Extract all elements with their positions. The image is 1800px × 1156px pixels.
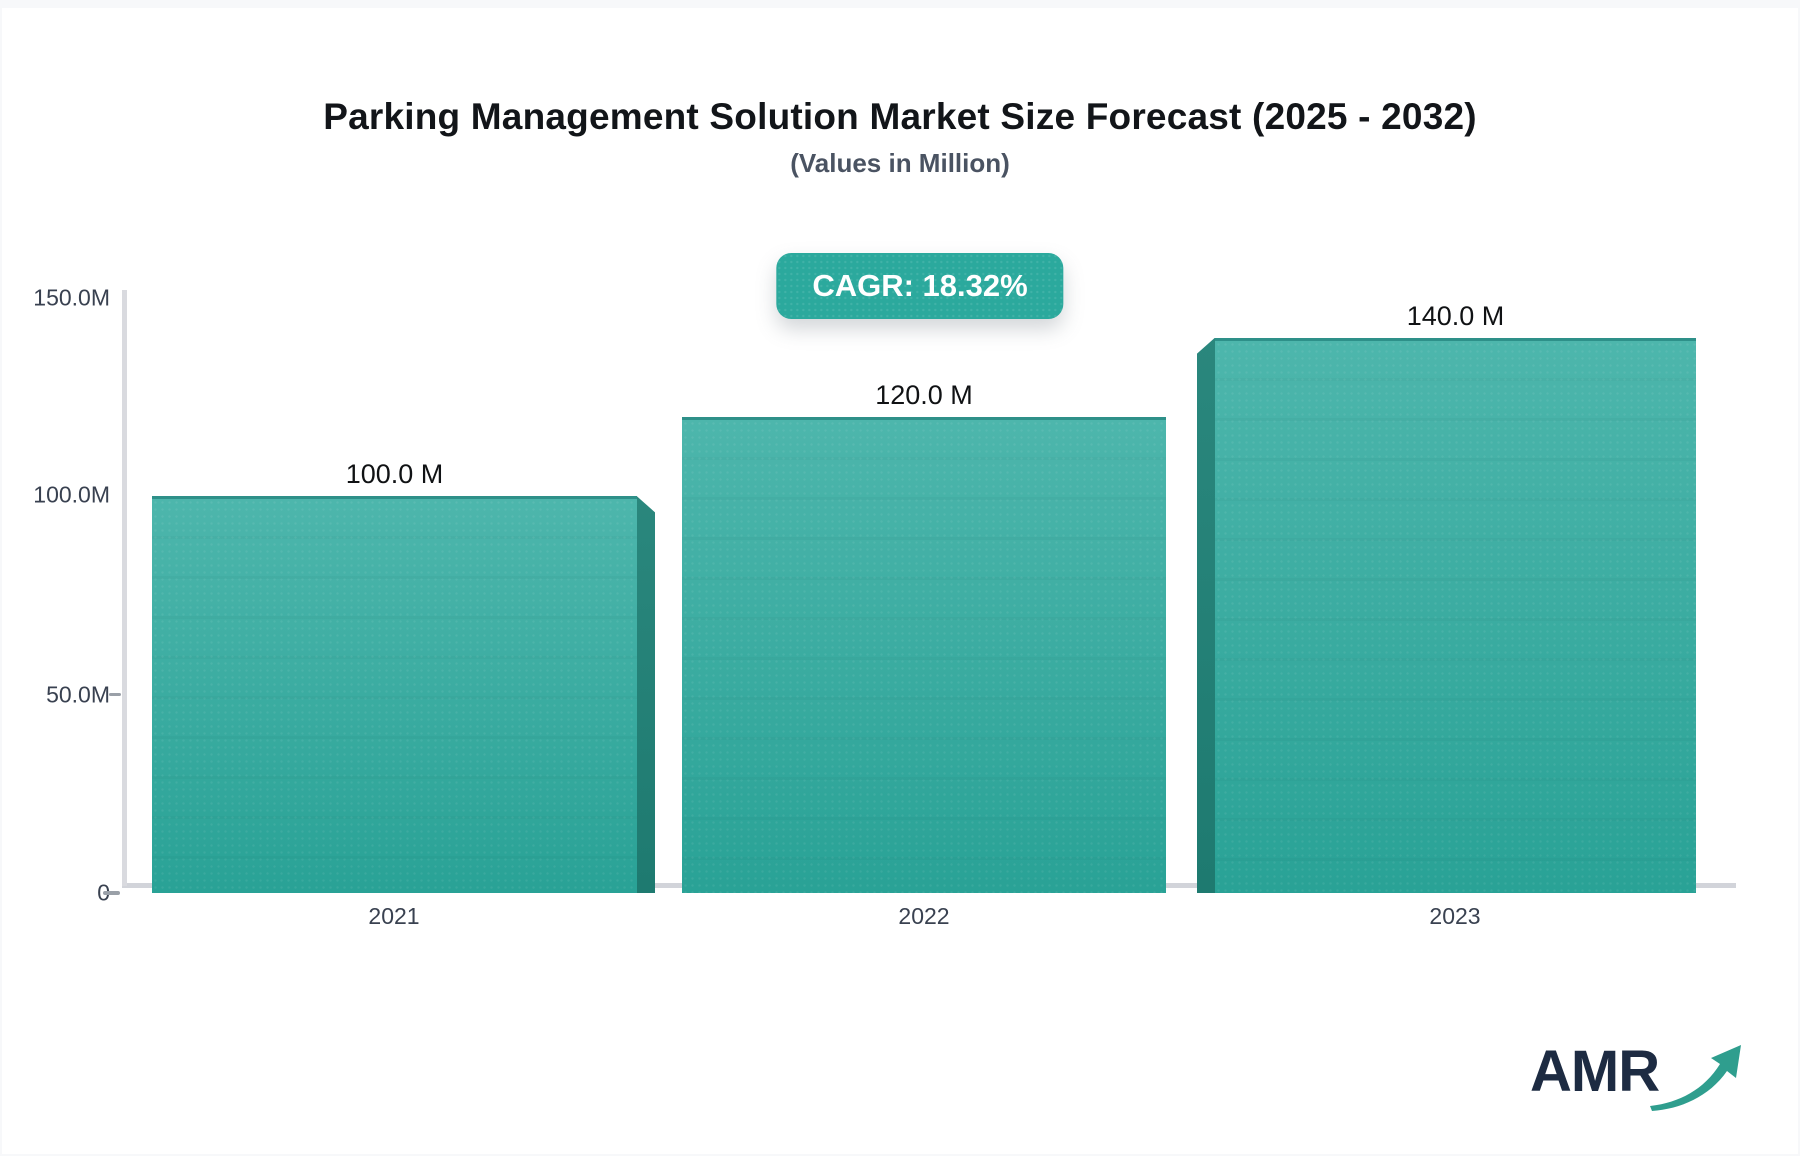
bar-value-2022: 120.0 M [875, 380, 973, 410]
y-axis-line [122, 290, 127, 886]
trend-up-arrow-icon [1650, 1045, 1741, 1111]
y-tick-150: 150.0M [33, 284, 110, 311]
chart-title: Parking Management Solution Market Size … [323, 96, 1477, 137]
x-label-2022: 2022 [898, 903, 950, 929]
cagr-badge: CAGR: 18.32% [776, 253, 1065, 319]
chart-canvas: Parking Management Solution Market Size … [2, 8, 1798, 1154]
x-label-2023: 2023 [1429, 903, 1481, 929]
chart-subtitle: (Values in Million) [790, 148, 1010, 178]
bar-value-2021: 100.0 M [345, 459, 444, 490]
bar-value-2023: 140.0 M [1406, 300, 1505, 331]
bar-2021-side-face [637, 496, 655, 893]
amr-logo: AMR [1530, 1038, 1741, 1118]
y-tick-mark-50 [109, 693, 121, 696]
bar-2023-side-face [1197, 337, 1215, 893]
y-tick-mark-0 [103, 891, 120, 895]
y-tick-50: 50.0M [46, 681, 110, 708]
x-label-2021: 2021 [368, 903, 420, 929]
bar-2021 [152, 496, 637, 893]
amr-logo-text: AMR [1530, 1039, 1660, 1104]
bar-2022 [682, 417, 1166, 893]
y-tick-100: 100.0M [33, 481, 110, 508]
bar-2023 [1215, 337, 1696, 894]
